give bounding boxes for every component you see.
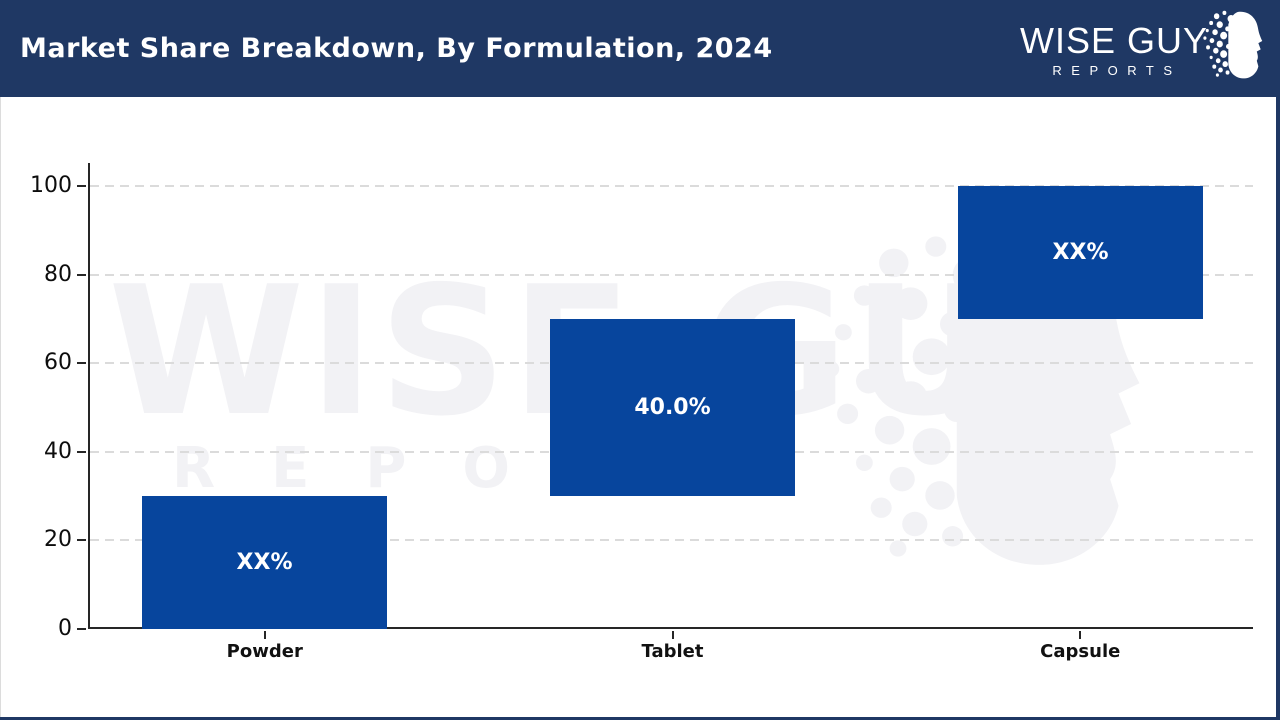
bar-value-label-tablet: 40.0% <box>634 395 711 420</box>
y-tick-20 <box>77 539 86 542</box>
y-tick-label-20: 20 <box>44 527 72 553</box>
logo-subtitle: REPORTS <box>1052 63 1182 78</box>
chart-title: Market Share Breakdown, By Formulation, … <box>20 33 773 64</box>
y-tick-80 <box>77 273 86 276</box>
bar-value-label-powder: XX% <box>236 550 293 575</box>
bar-tablet: 40.0% <box>550 319 795 496</box>
bar-value-label-capsule: XX% <box>1052 240 1109 265</box>
y-tick-100 <box>77 185 86 187</box>
wiseguy-logo: WISE GUY REPORTS <box>1020 4 1272 94</box>
x-tick-powder <box>264 631 266 639</box>
gridline-80 <box>90 273 1253 276</box>
x-tick-capsule <box>1079 631 1081 639</box>
bar-powder: XX% <box>142 496 387 629</box>
chart-plot-area: 0 20 40 60 80 100 XX% Powder 40.0% Tablet XX% Capsu… <box>30 163 1253 662</box>
x-tick-label-powder: Powder <box>226 641 303 662</box>
gridline-100 <box>90 185 1253 187</box>
page-border-right <box>1276 0 1280 720</box>
x-tick-label-capsule: Capsule <box>1040 641 1121 662</box>
gridline-20 <box>90 539 1253 542</box>
y-tick-0 <box>77 628 86 630</box>
y-tick-label-0: 0 <box>58 616 72 641</box>
page-border-bottom <box>0 717 1280 720</box>
x-tick-label-tablet: Tablet <box>641 641 704 662</box>
logo-face-icon <box>1203 10 1263 79</box>
logo-wordmark: WISE GUY <box>1019 20 1208 61</box>
y-tick-label-80: 80 <box>44 261 72 287</box>
y-tick-label-100: 100 <box>30 173 72 198</box>
x-tick-tablet <box>672 631 674 639</box>
y-tick-60 <box>77 362 86 365</box>
y-tick-label-60: 60 <box>44 350 72 376</box>
logo-text: WISE GUY REPORTS <box>1020 20 1208 78</box>
y-tick-label-40: 40 <box>44 438 72 464</box>
page-border-left <box>0 97 1 717</box>
bar-capsule: XX% <box>958 186 1203 319</box>
header-bar: Market Share Breakdown, By Formulation, … <box>0 0 1280 97</box>
y-tick-40 <box>77 450 86 453</box>
